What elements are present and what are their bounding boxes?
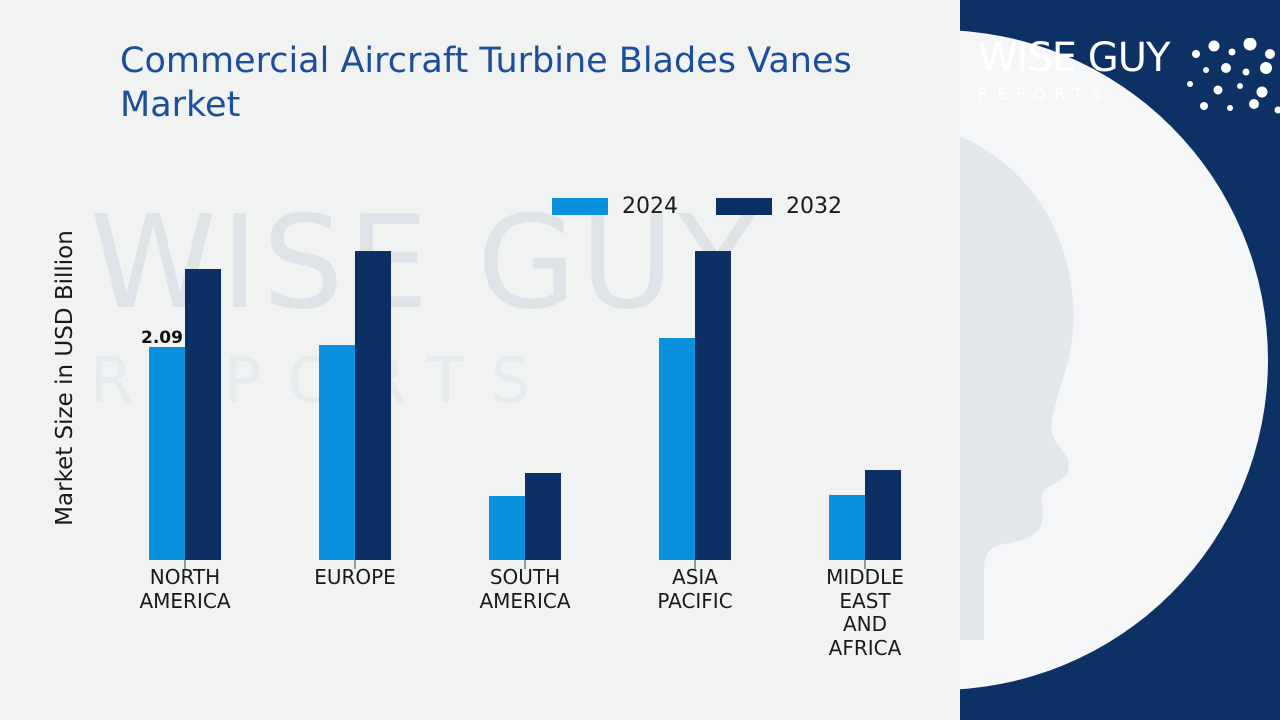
- x-axis-category-label: NORTH AMERICA: [139, 565, 231, 613]
- bar-value-label: 2.09: [141, 328, 183, 349]
- page-title: Commercial Aircraft Turbine Blades Vanes…: [120, 41, 852, 125]
- legend-swatch-2024: [552, 198, 608, 215]
- head-profile-icon: [960, 30, 1268, 690]
- x-axis-category-label: ASIA PACIFIC: [657, 565, 733, 613]
- plot-area: 2.09 NORTH AMERICA EUROPE SOUTH AMERICA ASIA…: [139, 251, 904, 660]
- chart-legend: 2024 2032: [552, 194, 842, 219]
- axis-tick: [864, 560, 866, 569]
- bar-2024-5[interactable]: [829, 494, 865, 560]
- x-axis-category-label: EUROPE: [314, 565, 396, 589]
- bar-2024-1[interactable]: [149, 347, 185, 560]
- brand-logo-main: WISE GUY: [978, 35, 1170, 81]
- bar-2024-2[interactable]: [319, 345, 355, 560]
- axis-tick: [694, 560, 696, 569]
- bar-2032-3[interactable]: [525, 473, 561, 560]
- axis-tick: [524, 560, 526, 569]
- axis-tick: [184, 560, 186, 569]
- x-axis-category-label: MIDDLE EAST AND AFRICA: [826, 565, 904, 660]
- bar-2032-5[interactable]: [865, 470, 901, 560]
- chart-panel: WISE GUY REPORTS Commercial Aircraft Tur…: [52, 41, 904, 660]
- bar-2024-4[interactable]: [659, 337, 695, 560]
- legend-label-2032: 2032: [786, 194, 842, 219]
- bar-2032-1[interactable]: [185, 268, 221, 560]
- brand-logo-sub: REPORTS: [978, 85, 1110, 103]
- legend-swatch-2032: [716, 198, 772, 215]
- bar-2024-3[interactable]: [489, 495, 525, 560]
- brand-panel: WISE GUY REPORTS: [960, 0, 1280, 720]
- molecular-dots-icon: [1187, 38, 1280, 114]
- brand-logo: WISE GUY REPORTS: [978, 35, 1280, 122]
- bar-2032-4[interactable]: [695, 251, 731, 560]
- legend-item-2032[interactable]: 2032: [716, 194, 842, 219]
- legend-label-2024: 2024: [622, 194, 678, 219]
- axis-tick: [354, 560, 356, 569]
- legend-item-2024[interactable]: 2024: [552, 194, 678, 219]
- x-axis-category-label: SOUTH AMERICA: [479, 565, 571, 613]
- bar-2032-2[interactable]: [355, 251, 391, 560]
